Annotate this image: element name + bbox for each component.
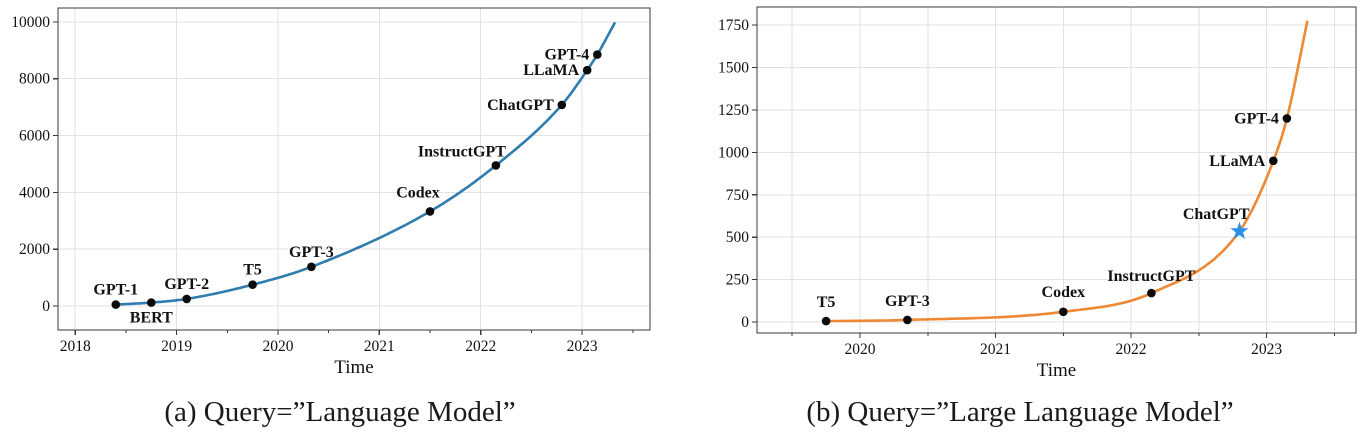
y-tick-label: 8000 bbox=[19, 71, 50, 88]
point-marker-gpt-1 bbox=[111, 300, 121, 309]
caption-a: (a) Query=”Language Model” bbox=[164, 396, 516, 428]
annotation-chatgpt: ChatGPT bbox=[1183, 206, 1250, 223]
point-marker-llama bbox=[1269, 156, 1278, 166]
annotation-gpt-2: GPT-2 bbox=[164, 276, 209, 293]
trend-curve bbox=[824, 20, 1309, 323]
y-tick-label: 1250 bbox=[718, 102, 749, 119]
y-tick-label: 250 bbox=[726, 272, 750, 289]
plot-box bbox=[756, 6, 1357, 334]
annotation-llama: LLaMA bbox=[1209, 153, 1265, 170]
x-tick-label: 2020 bbox=[845, 341, 876, 358]
x-tick-label: 2021 bbox=[980, 341, 1011, 358]
annotation-llama: LLaMA bbox=[523, 62, 579, 79]
point-marker-gpt-3 bbox=[903, 315, 912, 325]
x-tick-label: 2020 bbox=[263, 338, 294, 355]
point-marker-t5 bbox=[248, 280, 257, 290]
y-tick-label: 750 bbox=[726, 187, 750, 204]
annotation-codex: Codex bbox=[1042, 284, 1086, 301]
annotation-gpt-1: GPT-1 bbox=[93, 282, 138, 299]
x-tick-label: 2022 bbox=[1116, 341, 1147, 358]
y-tick-label: 2000 bbox=[19, 241, 50, 258]
axis-label-time: Time bbox=[334, 357, 373, 378]
point-marker-instructgpt bbox=[1147, 288, 1156, 298]
annotation-instructgpt: InstructGPT bbox=[1107, 268, 1195, 285]
annotation-instructgpt: InstructGPT bbox=[418, 143, 506, 160]
point-marker-instructgpt bbox=[491, 161, 501, 170]
y-tick-label: 6000 bbox=[19, 128, 50, 145]
y-tick-label: 4000 bbox=[19, 184, 50, 201]
annotation-chatgpt: ChatGPT bbox=[487, 97, 554, 114]
x-tick-label: 2022 bbox=[465, 338, 496, 355]
chart-large-language-model: 2020 2021 2022 2023 0 250 500 750 1000 1250 1500 17… bbox=[718, 6, 1357, 381]
x-tick-label: 2023 bbox=[567, 338, 598, 355]
y-tick-label: 1500 bbox=[718, 60, 749, 77]
annotation-gpt-4: GPT-4 bbox=[545, 47, 590, 64]
caption-b: (b) Query=”Large Language Model” bbox=[806, 396, 1234, 428]
chart-language-model: 2018 2019 2020 2021 2022 2023 0 2000 4000 6000 800… bbox=[11, 7, 651, 378]
y-tick-label: 0 bbox=[42, 298, 50, 315]
point-marker-llama bbox=[582, 65, 592, 75]
point-marker-bert bbox=[147, 298, 156, 307]
axis-label-time: Time bbox=[1037, 360, 1076, 381]
annotation-bert: BERT bbox=[130, 310, 173, 327]
point-marker-codex bbox=[425, 207, 435, 216]
annotation-gpt-4: GPT-4 bbox=[1234, 110, 1279, 127]
annotation-t5: T5 bbox=[243, 262, 262, 279]
x-tick-label: 2021 bbox=[364, 338, 395, 355]
plot-box bbox=[57, 7, 651, 331]
x-tick-label: 2019 bbox=[161, 338, 192, 355]
y-tick-label: 1000 bbox=[718, 144, 749, 161]
annotation-gpt-3: GPT-3 bbox=[289, 244, 334, 261]
x-tick-label: 2018 bbox=[60, 338, 91, 355]
annotation-t5: T5 bbox=[817, 294, 836, 311]
point-marker-gpt-4 bbox=[1282, 114, 1292, 123]
y-tick-label: 0 bbox=[741, 314, 749, 331]
y-tick-label: 1750 bbox=[718, 17, 749, 34]
point-marker-t5 bbox=[821, 316, 831, 326]
y-tick-label: 500 bbox=[726, 229, 750, 246]
point-marker-gpt-2 bbox=[182, 294, 191, 304]
point-marker-codex bbox=[1059, 307, 1068, 317]
y-tick-label: 10000 bbox=[11, 14, 50, 31]
annotation-codex: Codex bbox=[396, 184, 440, 201]
annotation-gpt-3: GPT-3 bbox=[885, 293, 930, 310]
point-marker-chatgpt bbox=[557, 100, 567, 110]
x-tick-label: 2023 bbox=[1251, 341, 1282, 358]
point-marker-gpt-3 bbox=[307, 262, 316, 272]
star-marker-chatgpt bbox=[1230, 221, 1249, 239]
point-marker-gpt-4 bbox=[593, 50, 602, 59]
